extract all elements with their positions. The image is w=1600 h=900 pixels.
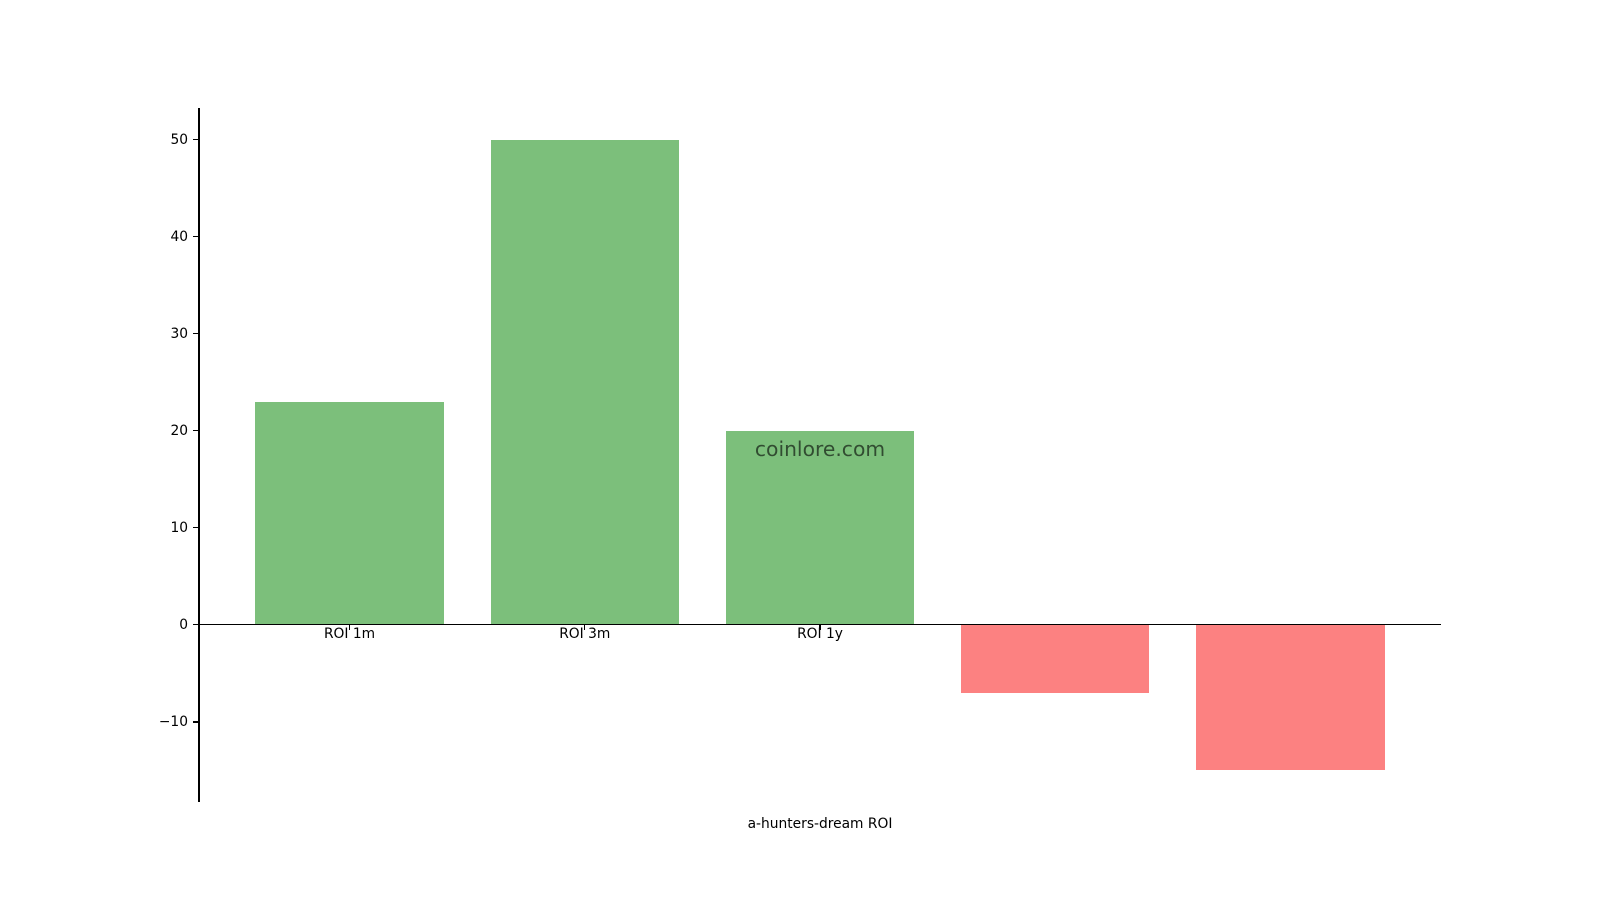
y-tick-label: 40 [170,228,188,245]
x-axis-zero-line [199,624,1441,626]
y-tick-label: 10 [170,519,188,536]
x-tick-mark [348,624,351,631]
bar-5 [1196,624,1385,771]
bar-4 [961,624,1150,693]
watermark: coinlore.com [754,437,886,461]
y-tick-label: 20 [170,422,188,439]
bar-roi-1m [255,401,444,625]
y-tick-mark [193,138,199,141]
bar-roi-3m [490,139,679,625]
y-tick-label: 0 [179,616,188,633]
x-tick-label: ROI 1y [797,626,843,642]
y-tick-mark [193,430,199,432]
bar-roi-1y [725,430,915,625]
y-tick-mark [193,527,199,529]
x-tick-mark [819,624,821,631]
y-tick-label: −10 [158,713,188,730]
x-tick-label: ROI 3m [559,626,611,642]
y-tick-mark [193,333,199,335]
y-tick-mark [193,721,199,723]
y-tick-label: 30 [170,325,188,342]
x-axis-label: a-hunters-dream ROI [747,816,893,832]
y-tick-mark [193,236,199,238]
y-tick-mark [193,624,199,626]
y-axis-spine [198,108,200,802]
x-tick-label: ROI 1m [323,626,376,642]
x-tick-mark [584,624,586,631]
y-tick-label: 50 [170,131,188,148]
